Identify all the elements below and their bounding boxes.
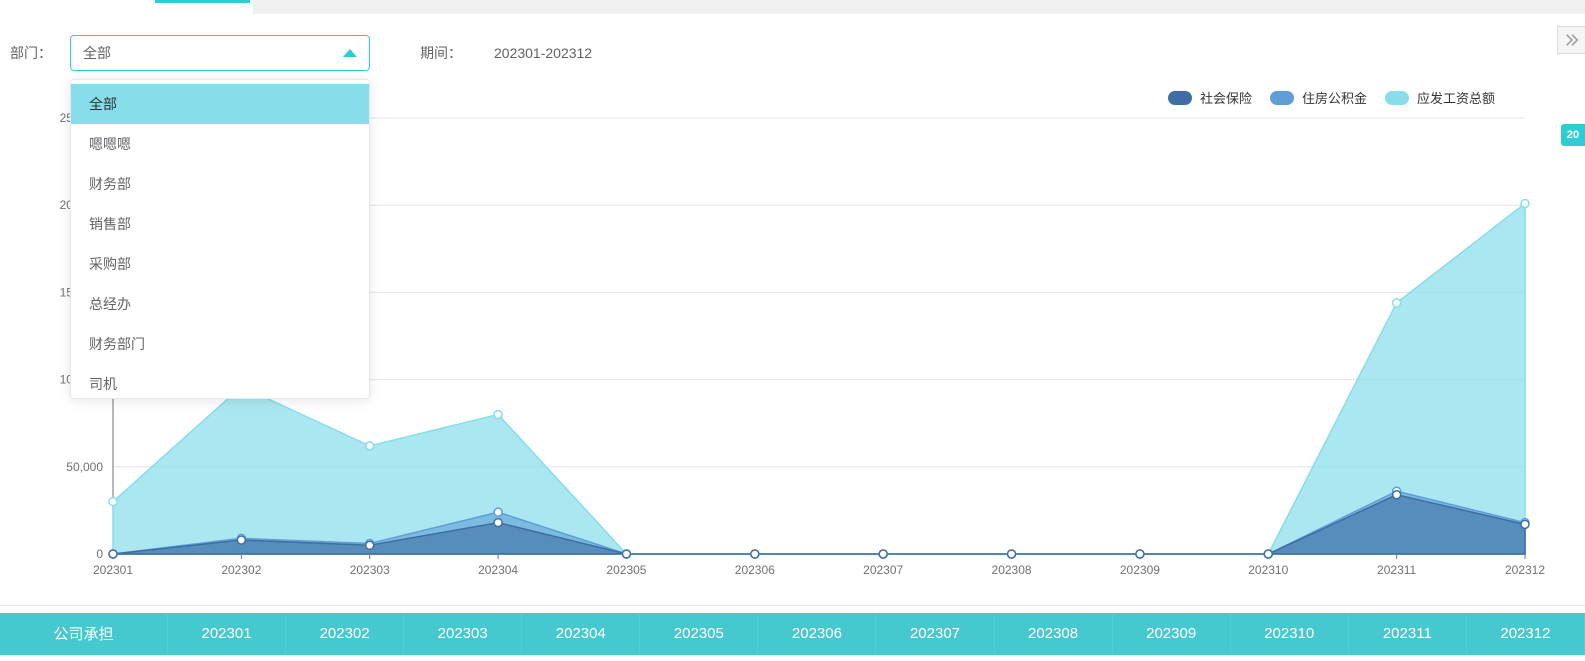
svg-text:202306: 202306 xyxy=(735,563,775,577)
svg-text:0: 0 xyxy=(96,547,103,561)
table-header-cell: 202305 xyxy=(640,613,758,655)
svg-text:202309: 202309 xyxy=(1120,563,1160,577)
chevron-double-right-icon xyxy=(1565,33,1579,47)
table-header-cell: 202307 xyxy=(876,613,994,655)
legend-swatch xyxy=(1168,91,1192,105)
legend-label: 住房公积金 xyxy=(1302,88,1367,107)
dropdown-item[interactable]: 嗯嗯嗯 xyxy=(71,124,369,164)
dropdown-item[interactable]: 财务部 xyxy=(71,164,369,204)
dropdown-item[interactable]: 采购部 xyxy=(71,244,369,284)
table-header-cell: 202302 xyxy=(286,613,404,655)
tab-indicator xyxy=(155,0,250,3)
department-dropdown: 全部嗯嗯嗯财务部销售部采购部总经办财务部门司机 xyxy=(70,79,370,399)
table-header-cell: 202309 xyxy=(1113,613,1231,655)
dropdown-item[interactable]: 司机 xyxy=(71,364,369,394)
svg-text:50,000: 50,000 xyxy=(66,460,103,474)
svg-text:202302: 202302 xyxy=(221,563,261,577)
legend-item[interactable]: 应发工资总额 xyxy=(1385,88,1495,107)
svg-text:202303: 202303 xyxy=(350,563,390,577)
legend-label: 社会保险 xyxy=(1200,88,1252,107)
side-badge[interactable]: 20 xyxy=(1561,124,1585,146)
table-header-cell: 202310 xyxy=(1231,613,1349,655)
chevron-up-icon xyxy=(343,49,357,57)
table-header-cell: 202306 xyxy=(758,613,876,655)
table-header-cell: 202301 xyxy=(168,613,286,655)
svg-text:202310: 202310 xyxy=(1248,563,1288,577)
dropdown-item[interactable]: 全部 xyxy=(71,84,369,124)
period-value: 202301-202312 xyxy=(494,45,592,61)
dropdown-item[interactable]: 总经办 xyxy=(71,284,369,324)
legend-swatch xyxy=(1270,91,1294,105)
table-header-rowlabel: 公司承担 xyxy=(0,613,168,655)
top-bar xyxy=(253,0,1585,14)
filter-row: 部门： 全部 全部嗯嗯嗯财务部销售部采购部总经办财务部门司机 期间： 20230… xyxy=(10,35,592,71)
svg-text:202311: 202311 xyxy=(1377,563,1416,577)
svg-text:202305: 202305 xyxy=(606,563,646,577)
table-header-cell: 202303 xyxy=(404,613,522,655)
table-header-cell: 202311 xyxy=(1349,613,1467,655)
svg-text:202308: 202308 xyxy=(992,563,1032,577)
chart-legend: 社会保险 住房公积金 应发工资总额 xyxy=(1168,88,1495,107)
legend-item[interactable]: 社会保险 xyxy=(1168,88,1252,107)
dropdown-item[interactable]: 财务部门 xyxy=(71,324,369,364)
table-header-cell: 202308 xyxy=(995,613,1113,655)
summary-table-header: 公司承担202301202302202303202304202305202306… xyxy=(0,605,1585,661)
department-selected-value: 全部 xyxy=(83,43,111,63)
svg-text:202304: 202304 xyxy=(478,563,518,577)
department-select-box[interactable]: 全部 xyxy=(70,35,370,71)
table-header-cell: 202304 xyxy=(522,613,640,655)
expand-panel-button[interactable] xyxy=(1557,26,1585,54)
svg-text:202312: 202312 xyxy=(1505,563,1545,577)
dropdown-item[interactable]: 销售部 xyxy=(71,204,369,244)
svg-text:202301: 202301 xyxy=(93,563,133,577)
legend-label: 应发工资总额 xyxy=(1417,88,1495,107)
period-label: 期间： xyxy=(420,43,462,63)
department-label: 部门： xyxy=(10,43,52,63)
legend-swatch xyxy=(1385,91,1409,105)
table-header-cell: 202312 xyxy=(1467,613,1585,655)
svg-text:202307: 202307 xyxy=(863,563,903,577)
legend-item[interactable]: 住房公积金 xyxy=(1270,88,1367,107)
department-select[interactable]: 全部 全部嗯嗯嗯财务部销售部采购部总经办财务部门司机 xyxy=(70,35,370,71)
